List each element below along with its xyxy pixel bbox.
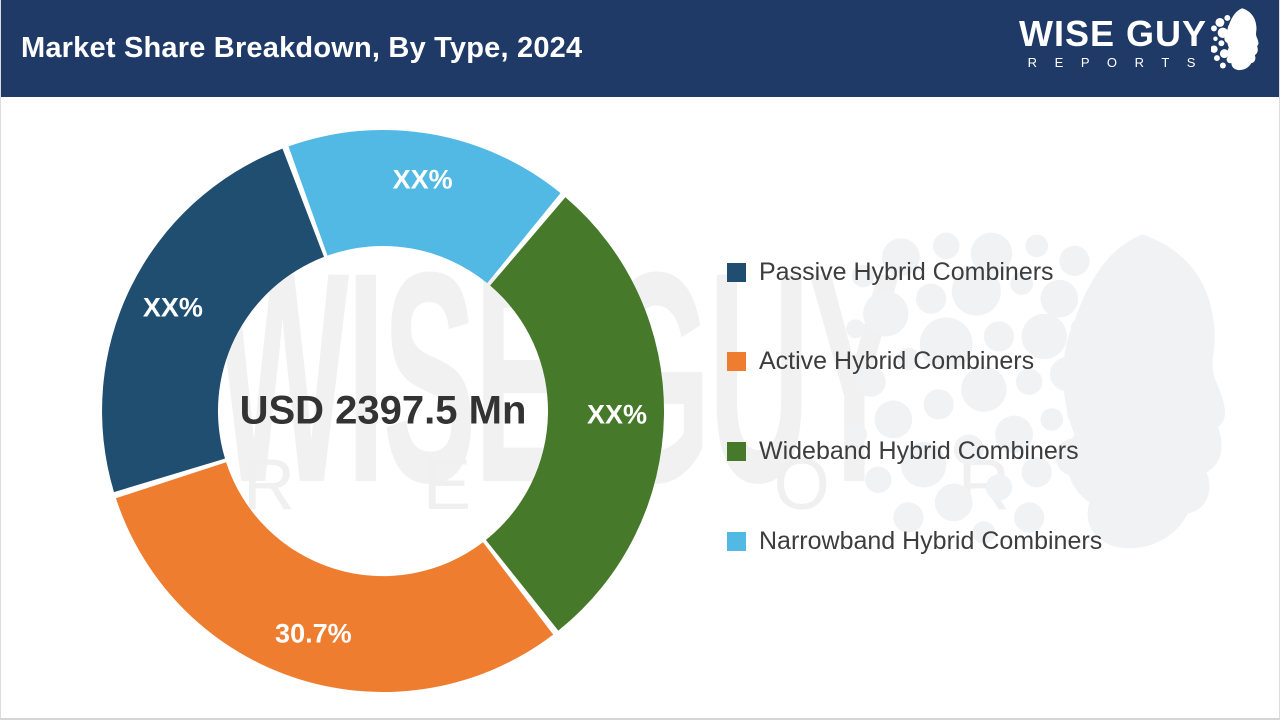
logo-head-icon <box>1211 8 1259 71</box>
legend-item-active[interactable]: Active Hybrid Combiners <box>727 344 1034 378</box>
legend-swatch <box>727 441 746 461</box>
header: Market Share Breakdown, By Type, 2024 WI… <box>1 0 1279 97</box>
slice-value-label: XX% <box>392 164 453 195</box>
donut-chart: USD 2397.5 Mn XX% XX% 30.7% XX% <box>98 126 668 696</box>
logo-subtitle: R E P O R T S <box>1027 54 1203 70</box>
donut-segment-2[interactable] <box>115 462 554 692</box>
slice-value-label: XX% <box>142 292 203 323</box>
watermark-head-icon <box>844 232 1225 549</box>
legend-swatch <box>727 262 746 282</box>
slice-value-label: 30.7% <box>275 618 352 649</box>
logo-text: WISE GUY R E P O R T S <box>1018 12 1207 70</box>
donut-segment-1[interactable] <box>485 197 665 631</box>
chart-area: WISE GUY R E P O R T S USD 2397.5 Mn XX%… <box>1 97 1279 718</box>
donut-center-value: USD 2397.5 Mn <box>239 388 527 433</box>
legend-item-narrowband[interactable]: Narrowband Hybrid Combiners <box>727 524 1102 558</box>
donut-segment-3[interactable] <box>102 148 324 493</box>
legend-label: Active Hybrid Combiners <box>759 346 1035 375</box>
legend-swatch <box>727 531 746 551</box>
donut-segment-0[interactable] <box>288 130 561 284</box>
logo-head-dots <box>1211 14 1237 69</box>
legend-label: Narrowband Hybrid Combiners <box>759 526 1103 555</box>
wise-guy-logo: WISE GUY R E P O R T S <box>1019 6 1263 73</box>
slice-value-label: XX% <box>586 399 647 430</box>
logo-wordmark: WISE GUY <box>1018 12 1207 54</box>
legend-item-wideband[interactable]: Wideband Hybrid Combiners <box>727 434 1079 468</box>
donut-svg <box>102 130 665 692</box>
watermark-head-dots <box>844 232 1098 544</box>
legend-label: Wideband Hybrid Combiners <box>759 436 1079 465</box>
legend-item-passive[interactable]: Passive Hybrid Combiners <box>727 255 1054 289</box>
legend-swatch <box>727 351 746 371</box>
page-title: Market Share Breakdown, By Type, 2024 <box>21 32 583 64</box>
legend-label: Passive Hybrid Combiners <box>759 257 1054 286</box>
